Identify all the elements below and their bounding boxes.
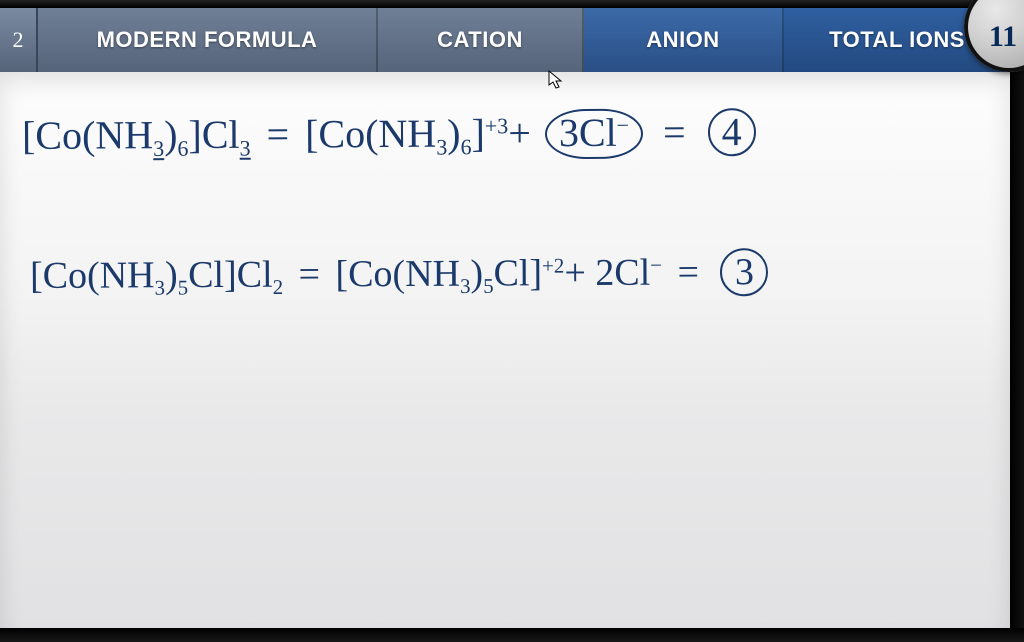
rhs-inner-extra: Cl [493,252,529,294]
anion-charge: − [650,253,662,277]
header-cell-anion: ANION [584,8,784,72]
bezel-bottom [0,628,1024,642]
plus: + [508,110,531,155]
paren-open: ( [82,113,96,158]
rhs-body-count: 5 [483,274,494,298]
bezel-right [1010,0,1024,642]
outer-sub: 2 [273,275,284,299]
metal: Co [43,255,88,297]
equals: = [266,112,289,157]
circled-total: 3 [720,248,768,296]
header-label: MODERN FORMULA [97,27,318,53]
anion: Cl [579,110,617,155]
bracket-open: [ [30,255,43,297]
ligand-sub: 3 [155,276,166,300]
rhs-bracket-open: [ [335,253,348,295]
anion-count: 2 [595,252,614,294]
cation-charge: +3 [485,113,509,138]
equation-line-2: [Co(NH3)5Cl]Cl2 = [Co(NH3)5Cl]+2+ 2Cl− =… [30,248,769,300]
rhs-body-count: 6 [461,134,472,159]
corner-badge-text: 11 [989,20,1017,54]
header-label: TOTAL IONS [829,27,965,53]
whiteboard: [Co(NH3)6]Cl3 = [Co(NH3)6]+3+ 3Cl− = 4 [… [0,72,1010,634]
rhs-body-close: ) [447,111,461,156]
total-ions: 4 [722,112,742,152]
anion: Cl [614,252,650,294]
circled-anion: 3Cl− [545,109,643,160]
header-cell-modern-formula: MODERN FORMULA [38,8,378,72]
ligand-count: 6 [177,136,188,161]
paren-close: ) [164,112,178,157]
rhs-body: Co(NH [318,111,436,157]
ligand: NH [95,112,153,157]
ligand-sub: 3 [153,136,164,161]
bracket-close: ] [188,112,202,157]
outer-anion: Cl [202,112,240,157]
equals: = [298,253,320,295]
metal: Co [35,113,82,158]
rhs-bracket-close: ] [471,110,485,155]
anion-count: 3 [559,110,579,155]
outer-sub: 3 [240,135,251,160]
header-label: ANION [646,27,719,53]
rhs-body: Co(NH [348,253,460,296]
row-number-column: 2 [0,8,38,72]
rhs-bracket-open: [ [305,111,319,156]
rhs-body-close: ) [470,253,483,295]
header-label: CATION [437,27,523,53]
rhs-body-sub: 3 [460,274,471,298]
bezel-top [0,0,1024,8]
rhs-body-sub: 3 [436,134,447,159]
equals: = [677,251,699,293]
rhs-bracket-close: ] [529,252,542,294]
ligand-count: 5 [178,275,189,299]
screen: 2 MODERN FORMULA CATION ANION TOTAL IONS… [0,0,1024,642]
table-header-row: 2 MODERN FORMULA CATION ANION TOTAL IONS [0,8,1010,72]
plus: + [564,252,586,294]
header-cell-cation: CATION [378,8,584,72]
bracket-open: [ [22,113,36,158]
row-number: 2 [13,27,24,53]
cation-charge: +2 [542,254,564,278]
total-ions: 3 [735,253,754,291]
circled-total: 4 [708,108,756,156]
paren-open: ( [87,255,100,297]
inner-extra: Cl [188,254,224,296]
ligand: NH [100,254,155,296]
outer-anion: Cl [237,254,273,296]
equation-line-1: [Co(NH3)6]Cl3 = [Co(NH3)6]+3+ 3Cl− = 4 [22,108,756,162]
paren-close: ) [165,254,178,296]
bracket-close: ] [224,254,237,296]
anion-charge: − [617,113,630,138]
equals: = [663,109,686,154]
